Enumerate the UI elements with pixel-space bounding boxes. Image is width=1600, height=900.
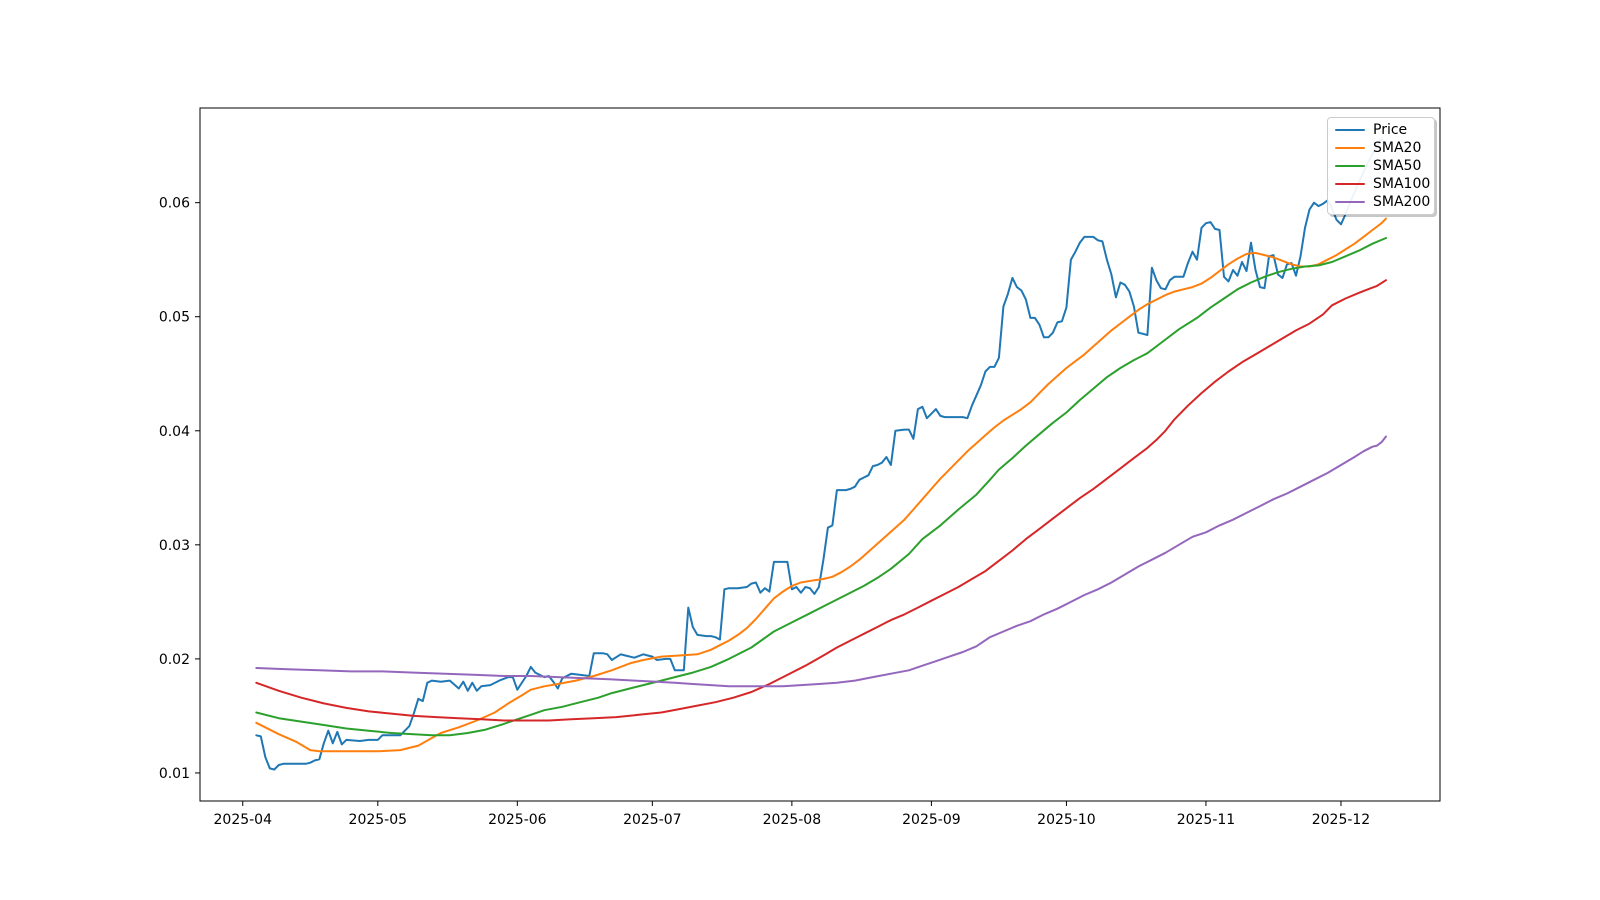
series-line-sma50 xyxy=(255,237,1387,737)
x-tick-label: 2025-07 xyxy=(623,812,682,828)
legend-label-price: Price xyxy=(1373,122,1408,138)
legend-label-sma100: SMA100 xyxy=(1373,176,1431,192)
legend-label-sma200: SMA200 xyxy=(1373,194,1431,210)
x-tick-label: 2025-06 xyxy=(488,812,547,828)
y-tick-label: 0.01 xyxy=(159,766,190,782)
legend-item-sma100: SMA100 xyxy=(1335,175,1431,193)
x-tick-label: 2025-11 xyxy=(1177,812,1236,828)
y-tick-label: 0.05 xyxy=(159,310,190,326)
legend-line-sample-sma20 xyxy=(1335,147,1365,149)
x-tick-label: 2025-12 xyxy=(1312,812,1371,828)
axes-ticks: 2025-04 2025-05 2025-06 2025-07 2025-08 2025-… xyxy=(159,196,1370,828)
legend-line-sample-price xyxy=(1335,129,1365,131)
legend-item-sma200: SMA200 xyxy=(1335,193,1431,211)
x-tick-label: 2025-10 xyxy=(1037,812,1096,828)
legend-line-sample-sma200 xyxy=(1335,201,1365,203)
series-line-price xyxy=(255,137,1387,771)
plot-border xyxy=(199,107,1441,802)
x-tick-label: 2025-08 xyxy=(763,812,822,828)
series-line-sma20 xyxy=(255,217,1387,753)
y-tick-label: 0.03 xyxy=(159,538,190,554)
series-lines xyxy=(255,137,1387,771)
x-tick-label: 2025-09 xyxy=(902,812,961,828)
x-tick-label: 2025-05 xyxy=(349,812,408,828)
legend-item-sma50: SMA50 xyxy=(1335,157,1428,175)
legend-label-sma50: SMA50 xyxy=(1373,158,1422,174)
legend-label-sma20: SMA20 xyxy=(1373,140,1422,156)
legend-line-sample-sma50 xyxy=(1335,165,1365,167)
y-tick-label: 0.06 xyxy=(159,196,190,212)
y-tick-label: 0.02 xyxy=(159,652,190,668)
y-tick-label: 0.04 xyxy=(159,424,190,440)
series-line-sma200 xyxy=(255,435,1387,688)
legend-item-price: Price xyxy=(1335,121,1428,139)
legend-item-sma20: SMA20 xyxy=(1335,139,1428,157)
legend: Price SMA20 SMA50 SMA100 SMA200 xyxy=(1327,117,1435,215)
series-line-sma100 xyxy=(255,279,1387,722)
x-tick-label: 2025-04 xyxy=(214,812,273,828)
legend-line-sample-sma100 xyxy=(1335,183,1365,185)
